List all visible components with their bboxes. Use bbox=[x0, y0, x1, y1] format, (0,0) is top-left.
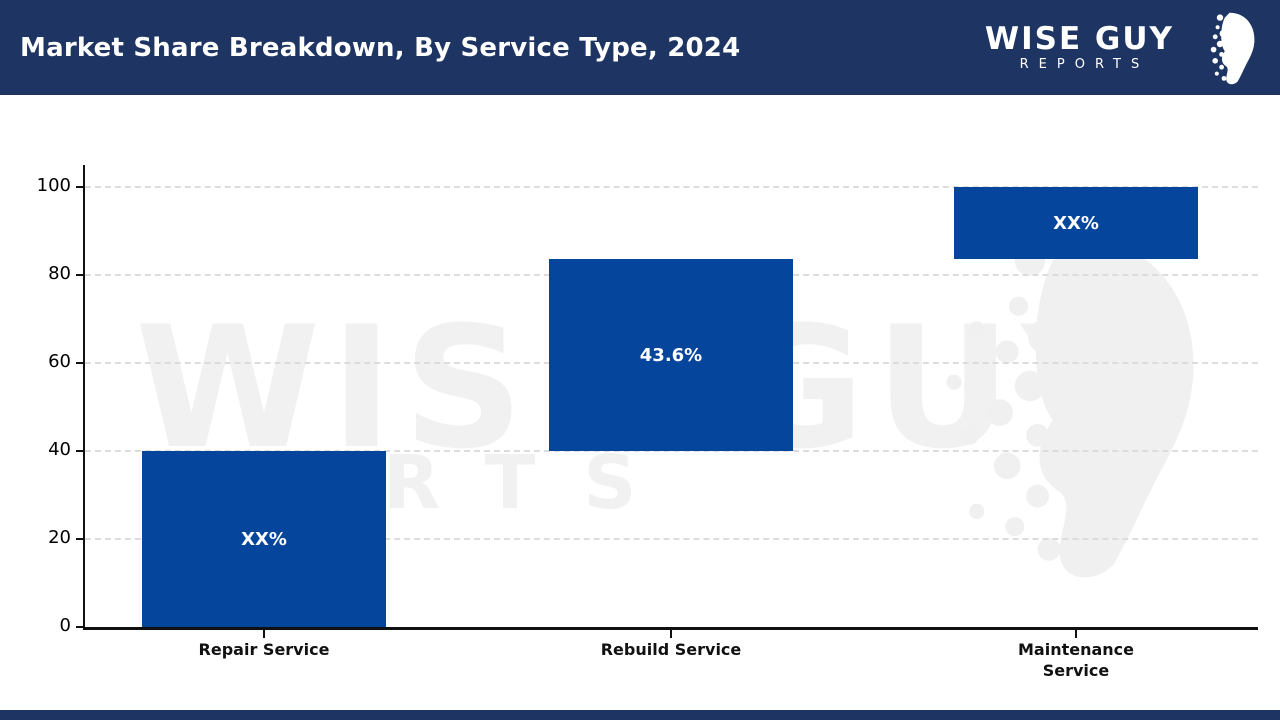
gridline-40 bbox=[85, 450, 1258, 452]
brand-name: WISE GUY bbox=[984, 20, 1174, 57]
y-axis-line bbox=[83, 165, 85, 629]
x-axis-label-2: Rebuild Service bbox=[600, 640, 742, 659]
x-tick-1 bbox=[263, 630, 265, 638]
x-tick-2 bbox=[670, 630, 672, 638]
bar-value-label: XX% bbox=[1053, 212, 1099, 234]
x-axis-line bbox=[83, 627, 1258, 630]
watermark-head-icon bbox=[946, 237, 1194, 578]
y-axis-label-20: 20 bbox=[48, 527, 71, 548]
y-tick-0 bbox=[76, 626, 85, 628]
bar-2: 43.6% bbox=[549, 259, 793, 451]
brand-head-icon bbox=[1210, 12, 1255, 84]
gridline-20 bbox=[85, 538, 1258, 540]
page-title: Market Share Breakdown, By Service Type,… bbox=[20, 32, 741, 63]
y-tick-100 bbox=[76, 186, 85, 188]
x-axis-label-1: Repair Service bbox=[198, 640, 330, 659]
y-axis-label-60: 60 bbox=[48, 351, 71, 372]
y-axis-label-100: 100 bbox=[36, 175, 71, 196]
y-tick-20 bbox=[76, 538, 85, 540]
x-tick-3 bbox=[1075, 630, 1077, 638]
y-axis-label-80: 80 bbox=[48, 263, 71, 284]
brand-logo-text: WISE GUY REPORTS bbox=[985, 23, 1174, 73]
y-axis-label-40: 40 bbox=[48, 439, 71, 460]
brand-subtitle: REPORTS bbox=[1019, 57, 1150, 73]
y-tick-80 bbox=[76, 274, 85, 276]
y-tick-60 bbox=[76, 362, 85, 364]
bar-value-label: XX% bbox=[241, 528, 287, 550]
bar-value-label: 43.6% bbox=[639, 344, 703, 366]
bar-1: XX% bbox=[142, 451, 386, 627]
bar-3: XX% bbox=[954, 187, 1198, 260]
gridline-100 bbox=[85, 186, 1258, 188]
footer-bar bbox=[0, 710, 1280, 720]
y-axis-label-0: 0 bbox=[59, 615, 71, 636]
header-bar: Market Share Breakdown, By Service Type,… bbox=[0, 0, 1280, 95]
x-axis-label-3: Maintenance Service bbox=[1017, 640, 1134, 680]
brand-logo: WISE GUY REPORTS bbox=[985, 8, 1280, 88]
y-tick-40 bbox=[76, 450, 85, 452]
